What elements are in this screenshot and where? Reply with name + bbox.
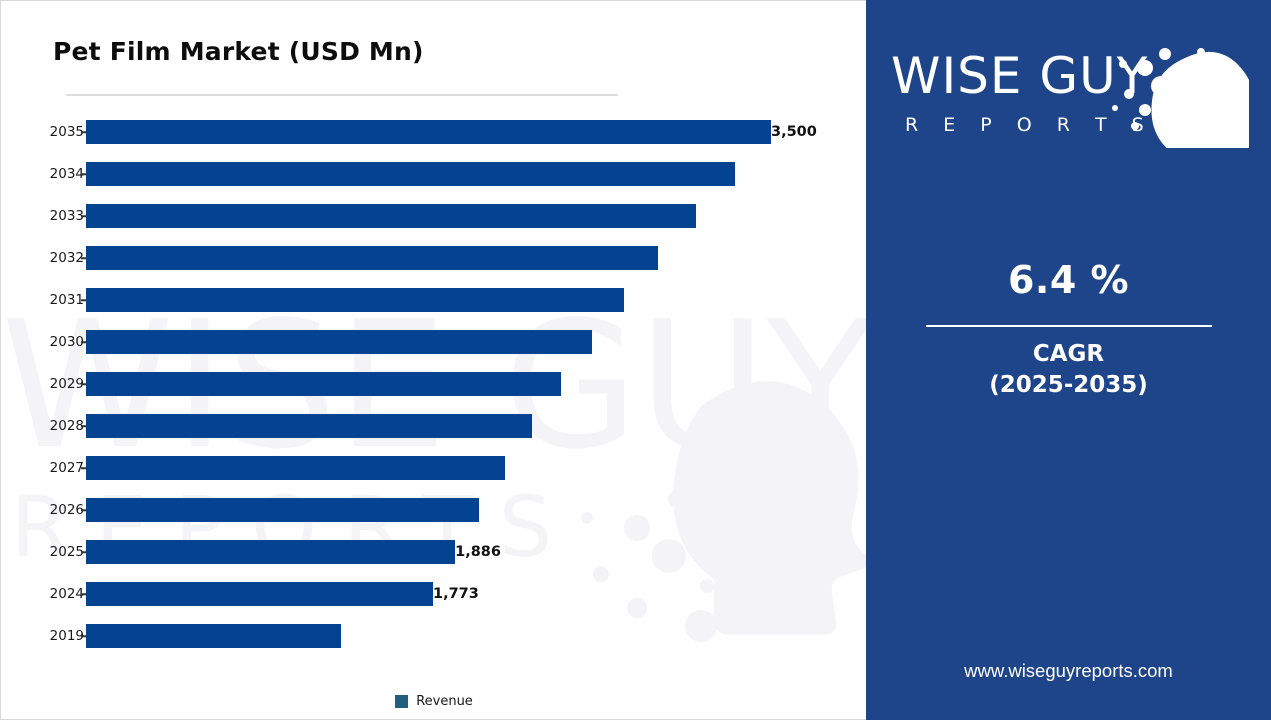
brand-panel: WISE GUY R E P O R T S 6.4 % CAGR (2025-… (866, 0, 1271, 720)
bar-row: 2034 (1, 153, 866, 195)
legend-swatch-revenue (395, 695, 409, 708)
bar-container (86, 372, 561, 396)
bar-revenue[interactable] (86, 120, 771, 144)
cagr-label: CAGR (1032, 340, 1105, 367)
bar-row: 2025 1,886 (1, 531, 866, 573)
y-axis-tick-mark (81, 299, 86, 301)
bar-container (86, 498, 479, 522)
bar-row: 2033 (1, 195, 866, 237)
y-axis-tick-mark (81, 551, 86, 553)
bar-container (86, 414, 533, 438)
bar-row: 2028 (1, 405, 866, 447)
bar-container (86, 330, 593, 354)
brand-logo: WISE GUY R E P O R T S (866, 38, 1271, 148)
cagr-block: 6.4 % CAGR (2025-2035) (866, 258, 1271, 401)
y-axis-tick-label: 2029 (49, 376, 84, 392)
y-axis-tick-label: 2034 (49, 166, 84, 182)
bar-row: 2027 (1, 447, 866, 489)
y-axis-tick-label: 2024 (49, 586, 84, 602)
y-axis-tick-mark (81, 383, 86, 385)
y-axis-tick-label: 2026 (49, 502, 84, 518)
bar-container (86, 456, 506, 480)
bar-container (86, 246, 659, 270)
bar-row: 2019 (1, 615, 866, 657)
bar-revenue[interactable] (86, 624, 342, 648)
title-divider (66, 94, 618, 96)
bar-revenue[interactable] (86, 162, 736, 186)
website-url[interactable]: www.wiseguyreports.com (964, 660, 1173, 681)
legend-label-revenue: Revenue (416, 694, 473, 709)
bar-container (86, 624, 342, 648)
svg-text:WISE GUY: WISE GUY (891, 47, 1148, 105)
y-axis-tick-label: 2031 (49, 292, 84, 308)
bar-row: 2029 (1, 363, 866, 405)
cagr-value: 6.4 % (1007, 258, 1130, 302)
page-title: Pet Film Market (USD Mn) (53, 37, 424, 66)
bar-value-label: 1,773 (433, 586, 479, 602)
bar-revenue[interactable] (86, 372, 561, 396)
bar-container: 1,886 (86, 540, 501, 564)
svg-text:R E P O R T S: R E P O R T S (905, 114, 1153, 136)
bar-container (86, 162, 736, 186)
bar-value-label: 1,886 (455, 544, 501, 560)
bar-row: 2032 (1, 237, 866, 279)
bar-revenue[interactable] (86, 582, 433, 606)
bar-row: 2024 1,773 (1, 573, 866, 615)
bar-revenue[interactable] (86, 330, 593, 354)
y-axis-tick-mark (81, 173, 86, 175)
bar-revenue[interactable] (86, 288, 625, 312)
y-axis-tick-label: 2035 (49, 124, 84, 140)
cagr-divider (925, 324, 1212, 327)
bar-value-label: 3,500 (771, 124, 817, 140)
y-axis-tick-mark (81, 509, 86, 511)
y-axis-tick-mark (81, 341, 86, 343)
y-axis-tick-mark (81, 593, 86, 595)
y-axis-tick-mark (81, 257, 86, 259)
bar-revenue[interactable] (86, 540, 456, 564)
wise-guy-reports-logo-icon: WISE GUY R E P O R T S (891, 47, 1249, 148)
bar-revenue[interactable] (86, 246, 659, 270)
y-axis-tick-mark (81, 131, 86, 133)
bar-row: 2026 (1, 489, 866, 531)
plot-area: 2035 3,500 2034 2033 2032 2031 2030 2029 2028 202… (1, 111, 866, 671)
chart-panel: WISE GUY REPORTS Pet Film Market (USD Mn… (0, 0, 866, 720)
y-axis-tick-label: 2019 (49, 628, 84, 644)
bar-revenue[interactable] (86, 498, 479, 522)
bar-container (86, 288, 625, 312)
bar-revenue[interactable] (86, 204, 697, 228)
y-axis-tick-label: 2030 (49, 334, 84, 350)
cagr-period: (2025-2035) (989, 371, 1148, 398)
y-axis-tick-label: 2025 (49, 544, 84, 560)
y-axis-tick-label: 2032 (49, 250, 84, 266)
bar-row: 2035 3,500 (1, 111, 866, 153)
y-axis-tick-mark (81, 467, 86, 469)
y-axis-tick-mark (81, 215, 86, 217)
bar-container: 3,500 (86, 120, 817, 144)
y-axis-tick-mark (81, 425, 86, 427)
y-axis-tick-mark (81, 635, 86, 637)
bar-revenue[interactable] (86, 414, 533, 438)
y-axis-tick-label: 2027 (49, 460, 84, 476)
bar-row: 2031 (1, 279, 866, 321)
chart-legend: Revenue (1, 694, 866, 709)
bar-container: 1,773 (86, 582, 479, 606)
bar-row: 2030 (1, 321, 866, 363)
y-axis-tick-label: 2033 (49, 208, 84, 224)
bar-revenue[interactable] (86, 456, 506, 480)
y-axis-tick-label: 2028 (49, 418, 84, 434)
bar-container (86, 204, 697, 228)
